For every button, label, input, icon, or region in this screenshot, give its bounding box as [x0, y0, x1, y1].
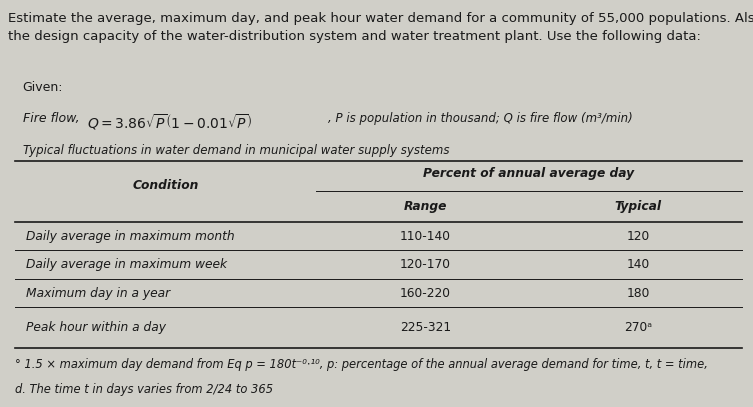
Text: $Q = 3.86\sqrt{P}\left(1-0.01\sqrt{P}\right)$: $Q = 3.86\sqrt{P}\left(1-0.01\sqrt{P}\ri…: [87, 112, 252, 132]
Text: Peak hour within a day: Peak hour within a day: [26, 321, 166, 334]
Text: Given:: Given:: [23, 81, 63, 94]
Text: Typical fluctuations in water demand in municipal water supply systems: Typical fluctuations in water demand in …: [23, 144, 449, 158]
Text: Fire flow,: Fire flow,: [23, 112, 84, 125]
Text: Condition: Condition: [133, 179, 199, 192]
Text: 270ᵃ: 270ᵃ: [624, 321, 652, 334]
Text: ° 1.5 × maximum day demand from Eq p = 180t⁻⁰⋅¹⁰, p: percentage of the annual av: ° 1.5 × maximum day demand from Eq p = 1…: [15, 358, 708, 371]
Text: 225-321: 225-321: [400, 321, 451, 334]
Text: Maximum day in a year: Maximum day in a year: [26, 287, 170, 300]
Text: 160-220: 160-220: [400, 287, 451, 300]
Text: 110-140: 110-140: [400, 230, 451, 243]
Text: 120: 120: [626, 230, 650, 243]
Text: Estimate the average, maximum day, and peak hour water demand for a community of: Estimate the average, maximum day, and p…: [8, 12, 753, 43]
Text: Daily average in maximum week: Daily average in maximum week: [26, 258, 227, 271]
Text: Percent of annual average day: Percent of annual average day: [423, 168, 635, 180]
Text: 180: 180: [626, 287, 650, 300]
Text: 120-170: 120-170: [400, 258, 451, 271]
Text: Typical: Typical: [614, 200, 662, 213]
Text: Range: Range: [404, 200, 447, 213]
Text: Daily average in maximum month: Daily average in maximum month: [26, 230, 235, 243]
Text: , P is population in thousand; Q is fire flow (m³/min): , P is population in thousand; Q is fire…: [328, 112, 633, 125]
Text: 140: 140: [626, 258, 650, 271]
Text: d. The time t in days varies from 2/24 to 365: d. The time t in days varies from 2/24 t…: [15, 383, 273, 396]
